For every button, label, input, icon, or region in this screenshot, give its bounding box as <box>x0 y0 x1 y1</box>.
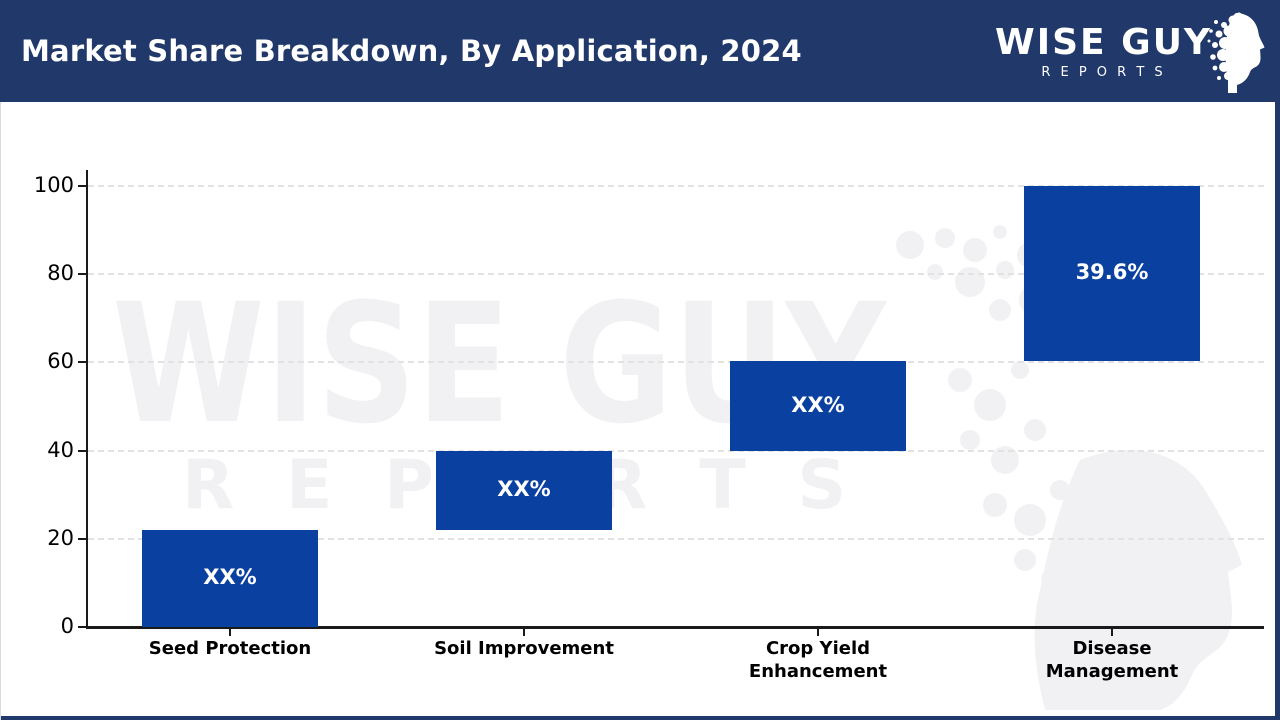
bar-value-label: XX% <box>497 477 551 502</box>
x-axis-tick <box>1111 629 1113 636</box>
x-axis-category-label: Disease Management <box>1045 638 1179 682</box>
bar-value-label: XX% <box>791 392 845 417</box>
y-axis-tick <box>78 537 86 540</box>
watermark-dotted-head <box>896 225 1242 710</box>
y-axis-tick-label: 20 <box>47 525 74 550</box>
y-axis-tick <box>78 185 86 187</box>
x-axis-tick <box>817 629 819 636</box>
left-edge-strip <box>0 102 1 720</box>
y-axis-tick-label: 0 <box>60 614 74 638</box>
header-bar: Market Share Breakdown, By Application, … <box>0 0 1280 102</box>
x-axis-line <box>86 626 1264 629</box>
grid-line <box>88 537 1264 540</box>
bar-seed-protection <box>142 529 318 627</box>
grid-line <box>88 361 1264 364</box>
grid-line <box>88 185 1264 187</box>
brand-logo: WISE GUY R E P O R T S <box>995 10 1268 94</box>
x-axis-tick <box>229 629 231 636</box>
brand-reports-label: R E P O R T S <box>1041 64 1166 80</box>
bar-crop-yield-enhancement <box>730 360 906 451</box>
y-axis-tick-label: 100 <box>33 173 74 197</box>
y-axis-tick <box>78 626 86 628</box>
right-edge-strip <box>1275 0 1280 720</box>
y-axis-tick-label: 40 <box>47 437 74 462</box>
x-axis-category-label: Crop Yield Enhancement <box>748 638 888 682</box>
bar-value-label: 39.6% <box>1075 260 1149 285</box>
y-axis-tick-label: 60 <box>47 349 74 374</box>
page-title: Market Share Breakdown, By Application, … <box>21 34 802 68</box>
bar-soil-improvement <box>436 450 612 530</box>
x-axis-tick <box>523 629 525 636</box>
x-axis-category-label: Soil Improvement <box>434 638 614 659</box>
y-axis-tick <box>78 449 86 452</box>
y-axis-line <box>86 170 88 628</box>
brand-logo-text: WISE GUY R E P O R T S <box>994 21 1212 80</box>
dotted-head-icon <box>1207 12 1265 93</box>
brand-name-label: WISE GUY <box>994 21 1212 63</box>
y-axis-tick <box>78 361 86 364</box>
bottom-edge-strip <box>0 716 1280 720</box>
y-axis-tick <box>78 273 86 276</box>
x-axis-category-label: Seed Protection <box>148 638 312 659</box>
bar-value-label: XX% <box>203 565 257 590</box>
y-axis-tick-label: 80 <box>47 261 74 286</box>
grid-line <box>88 273 1264 276</box>
bar-disease-management <box>1024 186 1200 361</box>
grid-line <box>88 449 1264 452</box>
